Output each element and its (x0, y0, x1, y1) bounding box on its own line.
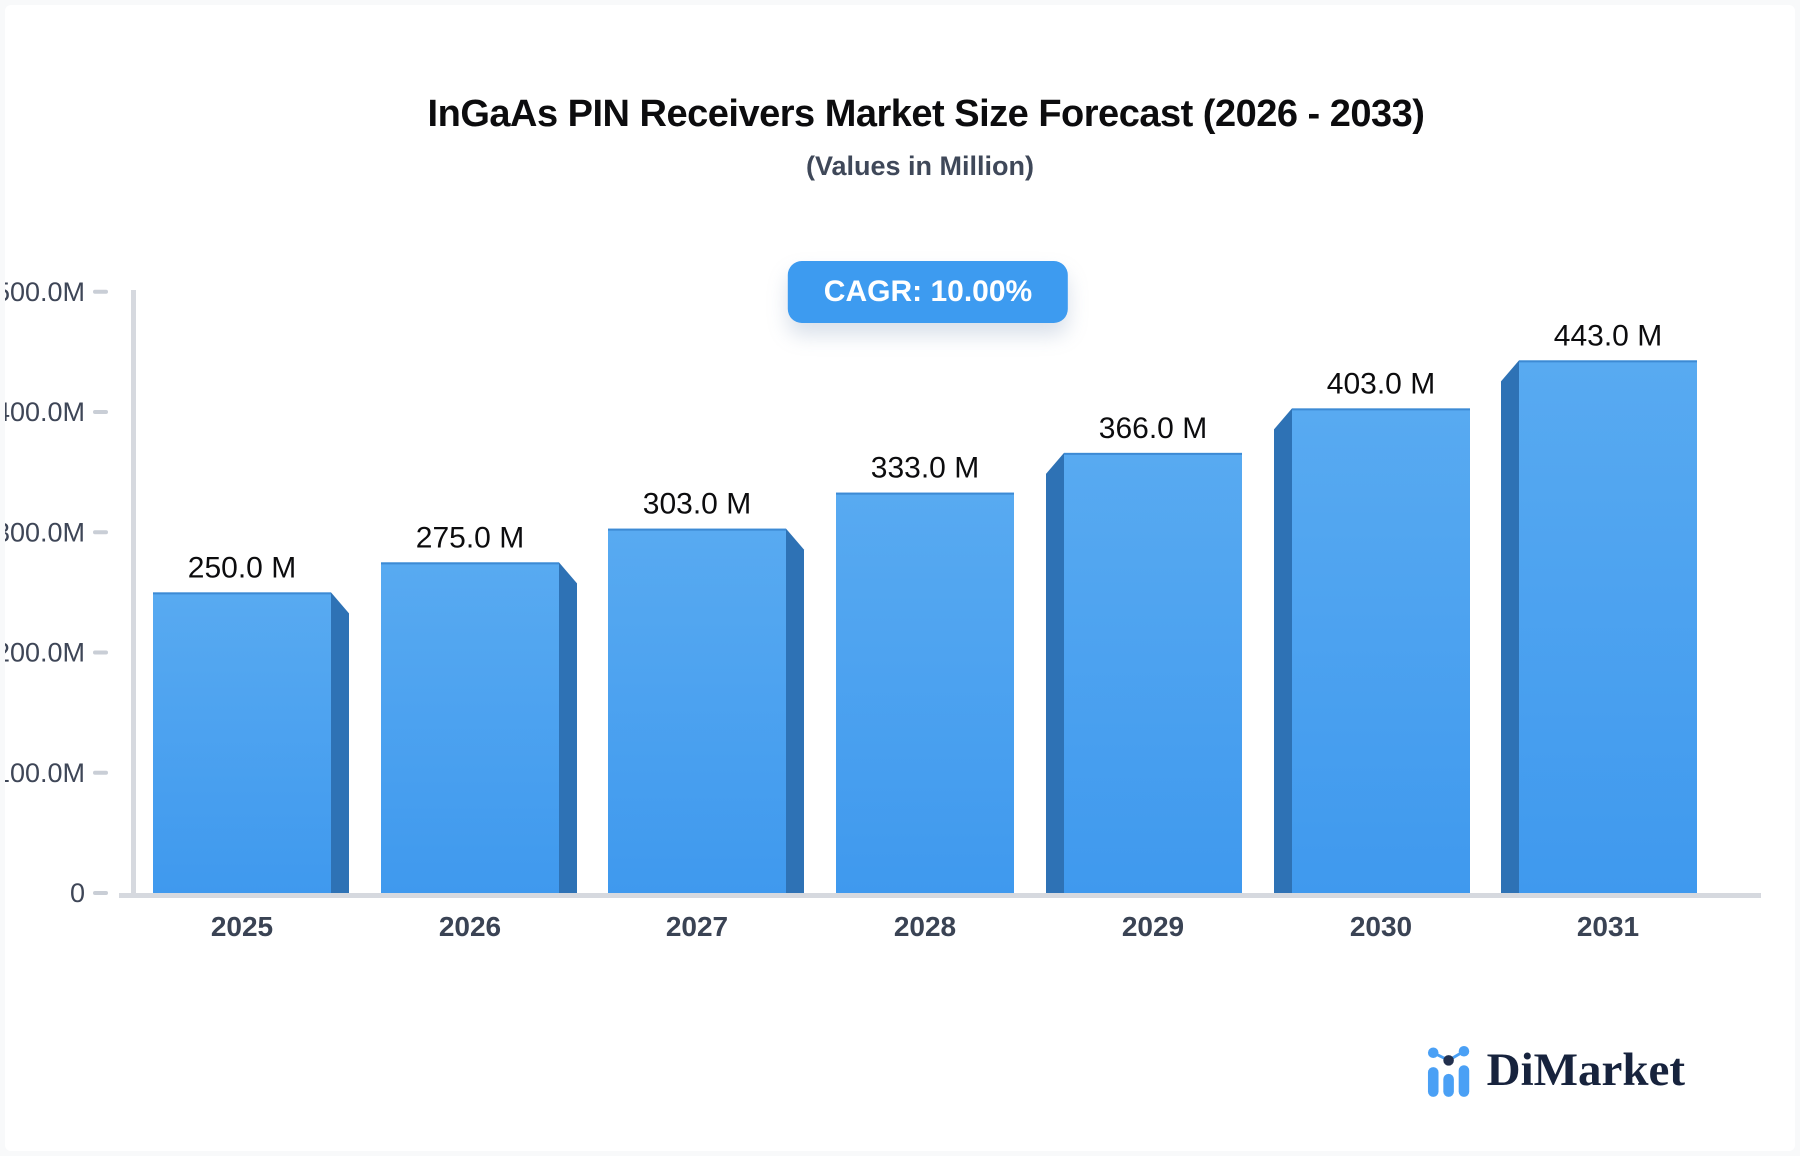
y-tick-label: 200.0M (5, 638, 85, 668)
y-axis-line (131, 290, 136, 893)
bar-2025 (153, 592, 349, 893)
y-tick-label: 500.0M (5, 277, 85, 307)
mini-bar-chart-icon (1427, 1046, 1469, 1097)
bar-2031 (1501, 360, 1697, 893)
bar-value-label: 403.0 M (1327, 367, 1435, 400)
x-axis-label: 2028 (894, 911, 956, 942)
x-axis-label: 2026 (439, 911, 501, 942)
brand-logo-text: DiMarket (1486, 1043, 1685, 1096)
y-tick-mark (93, 530, 108, 535)
brand-logo: DiMarket (1427, 1043, 1685, 1097)
bar-value-label: 366.0 M (1099, 412, 1207, 445)
bar-value-label: 275.0 M (416, 521, 524, 554)
x-axis-label: 2025 (211, 911, 273, 942)
x-axis-line (119, 893, 1761, 898)
y-tick-label: 300.0M (5, 517, 85, 547)
y-tick-mark (93, 891, 108, 895)
bar-value-label: 303.0 M (643, 488, 751, 521)
chart-title: InGaAs PIN Receivers Market Size Forecas… (427, 93, 1425, 135)
y-tick-label: 400.0M (5, 397, 85, 427)
bar-2027 (608, 528, 804, 893)
bar-2029 (1046, 452, 1242, 893)
bar-value-label: 443.0 M (1554, 319, 1662, 352)
y-tick-mark (93, 770, 108, 775)
y-tick-mark (93, 289, 108, 294)
cagr-badge: CAGR: 10.00% (787, 261, 1069, 323)
bar-2030 (1274, 408, 1470, 893)
bar-value-label: 333.0 M (871, 452, 979, 485)
chart-card: InGaAs PIN Receivers Market Size Forecas… (5, 5, 1795, 1151)
x-axis-label: 2027 (666, 911, 728, 942)
chart-subtitle: (Values in Million) (805, 151, 1035, 181)
x-axis-label: 2030 (1350, 911, 1412, 942)
bar-2026 (381, 562, 577, 893)
y-tick-label: 0 (70, 878, 85, 908)
bar-2028 (836, 492, 1014, 893)
y-tick-mark (93, 650, 108, 655)
bar-chart: 0 100.0M 200.0M 300.0M 400.0M 500.0M 250.0 M 20… (5, 277, 1761, 942)
x-axis-label: 2029 (1122, 911, 1184, 942)
x-axis-label: 2031 (1577, 911, 1639, 942)
bar-value-label: 250.0 M (188, 551, 296, 584)
y-tick-label: 100.0M (5, 758, 85, 788)
y-tick-mark (93, 410, 108, 415)
